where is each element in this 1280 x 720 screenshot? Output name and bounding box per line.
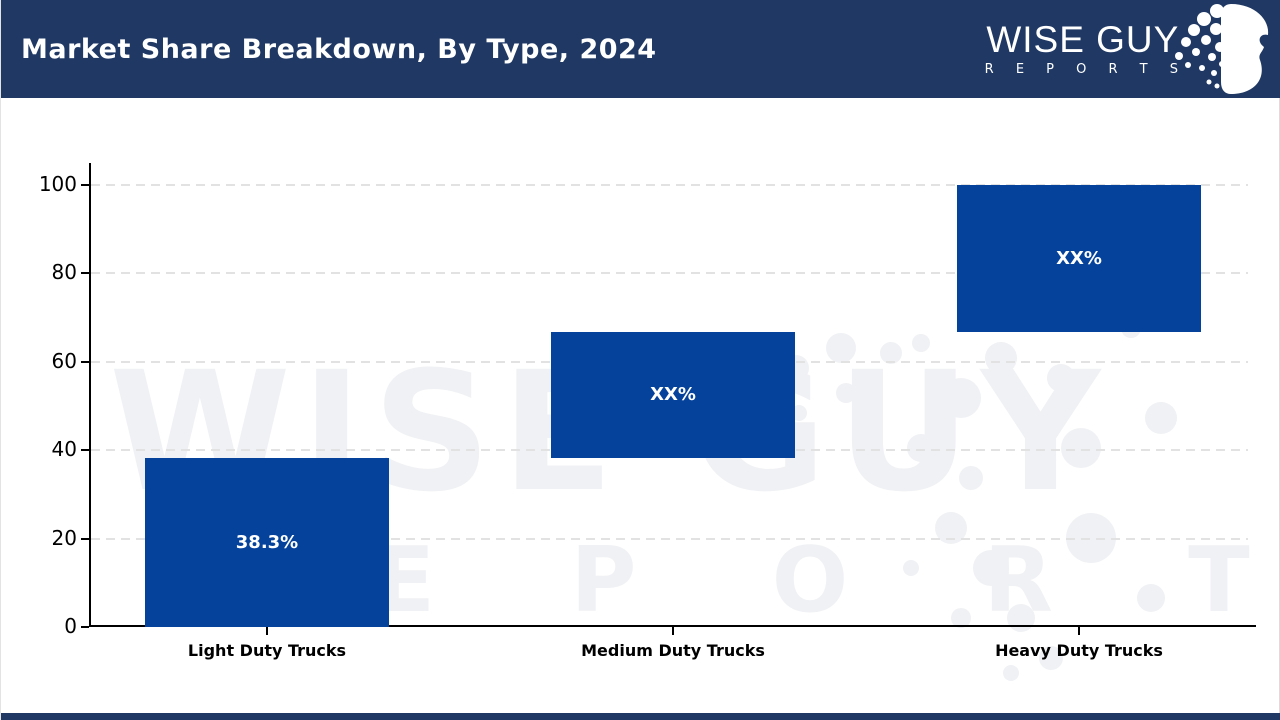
bar-heavy-duty-trucks: XX% [957,185,1201,333]
y-axis-tick-label: 100 [38,172,77,196]
header-bar: Market Share Breakdown, By Type, 2024 WI… [1,0,1280,98]
bar-value-label: XX% [1056,248,1102,270]
y-axis-tick [81,537,89,540]
logo-wordmark: WISE GUY [986,19,1180,60]
footer-bar [1,713,1280,720]
y-axis-tick [81,449,89,452]
wise-guy-logo: WISE GUY R E P O R T S [979,0,1273,98]
decorative-dot [1003,665,1019,681]
decorative-dot [1197,12,1211,26]
bar-medium-duty-trucks: XX% [551,332,795,458]
logo-text: WISE GUY R E P O R T S [979,21,1187,77]
y-axis-tick-label: 0 [64,614,77,638]
page-title: Market Share Breakdown, By Type, 2024 [21,33,657,65]
decorative-dot [1181,37,1191,47]
y-axis-tick-label: 60 [51,348,77,373]
decorative-dot [1219,61,1225,67]
decorative-dot [1188,24,1200,36]
logo-face-profile [1221,4,1269,94]
x-axis-tick [266,627,268,635]
decorative-dot [1192,48,1200,56]
decorative-dot [1215,42,1225,52]
x-axis-tick [1078,627,1080,635]
y-axis-tick-label: 80 [51,260,77,285]
decorative-dot [1210,4,1224,18]
gridline-20 [91,537,1248,540]
decorative-dot [1201,35,1211,45]
y-axis-tick-label: 40 [51,437,77,462]
decorative-dot [1214,83,1220,89]
decorative-dot [1199,65,1205,71]
y-axis-tick-label: 20 [51,525,77,550]
decorative-dot [1208,53,1216,61]
bar-value-label: 38.3% [235,531,299,553]
y-axis-tick [81,272,89,275]
x-axis-category-label: Medium Duty Trucks [581,641,765,660]
decorative-dot [1206,79,1212,85]
logo-subtitle: R E P O R T S [984,62,1187,77]
y-axis-tick [81,626,89,628]
gridline-80 [91,272,1248,275]
x-axis-category-label: Heavy Duty Trucks [995,641,1163,660]
x-axis-category-label: Light Duty Trucks [187,641,347,660]
y-axis-tick [81,184,89,186]
bar-light-duty-trucks: 38.3% [145,457,389,627]
bar-value-label: XX% [650,384,696,406]
logo-face-icon [1175,4,1269,94]
decorative-dot [1210,23,1222,35]
decorative-dot [1185,62,1191,68]
y-axis-tick [81,360,89,363]
decorative-dot [1175,52,1183,60]
x-axis-tick [672,627,674,635]
gridline-100 [91,184,1248,186]
chart-plot-area: 0 20 40 60 80 100 38.3% XX% XX% Light Duty Trucks… [39,163,1256,660]
decorative-dot [1211,70,1217,76]
